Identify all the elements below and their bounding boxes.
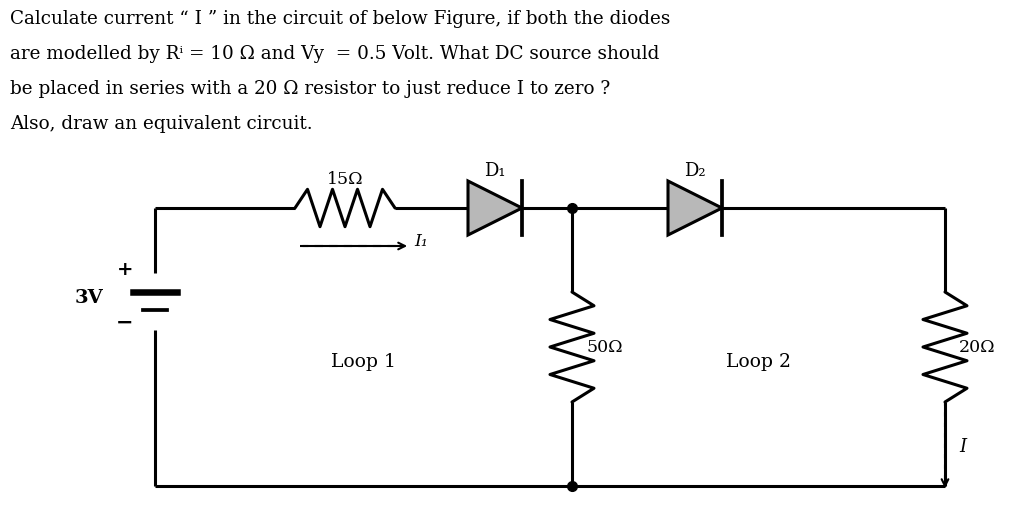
Text: 20Ω: 20Ω <box>959 338 995 355</box>
Text: Also, draw an equivalent circuit.: Also, draw an equivalent circuit. <box>10 115 312 133</box>
Text: D₂: D₂ <box>684 162 706 180</box>
Text: 3V: 3V <box>75 289 103 307</box>
Text: +: + <box>117 261 133 279</box>
Text: I: I <box>959 438 966 456</box>
Text: Loop 2: Loop 2 <box>726 353 791 371</box>
Text: Calculate current “ I ” in the circuit of below Figure, if both the diodes: Calculate current “ I ” in the circuit o… <box>10 10 671 28</box>
Text: Loop 1: Loop 1 <box>331 353 396 371</box>
Text: 50Ω: 50Ω <box>586 338 623 355</box>
Text: are modelled by Rⁱ = 10 Ω and Vy  = 0.5 Volt. What DC source should: are modelled by Rⁱ = 10 Ω and Vy = 0.5 V… <box>10 45 659 63</box>
Polygon shape <box>668 181 722 235</box>
Text: be placed in series with a 20 Ω resistor to just reduce I to zero ?: be placed in series with a 20 Ω resistor… <box>10 80 610 98</box>
Text: 15Ω: 15Ω <box>327 171 364 188</box>
Text: −: − <box>117 313 134 333</box>
Text: I₁: I₁ <box>414 233 428 250</box>
Text: D₁: D₁ <box>484 162 506 180</box>
Polygon shape <box>468 181 522 235</box>
